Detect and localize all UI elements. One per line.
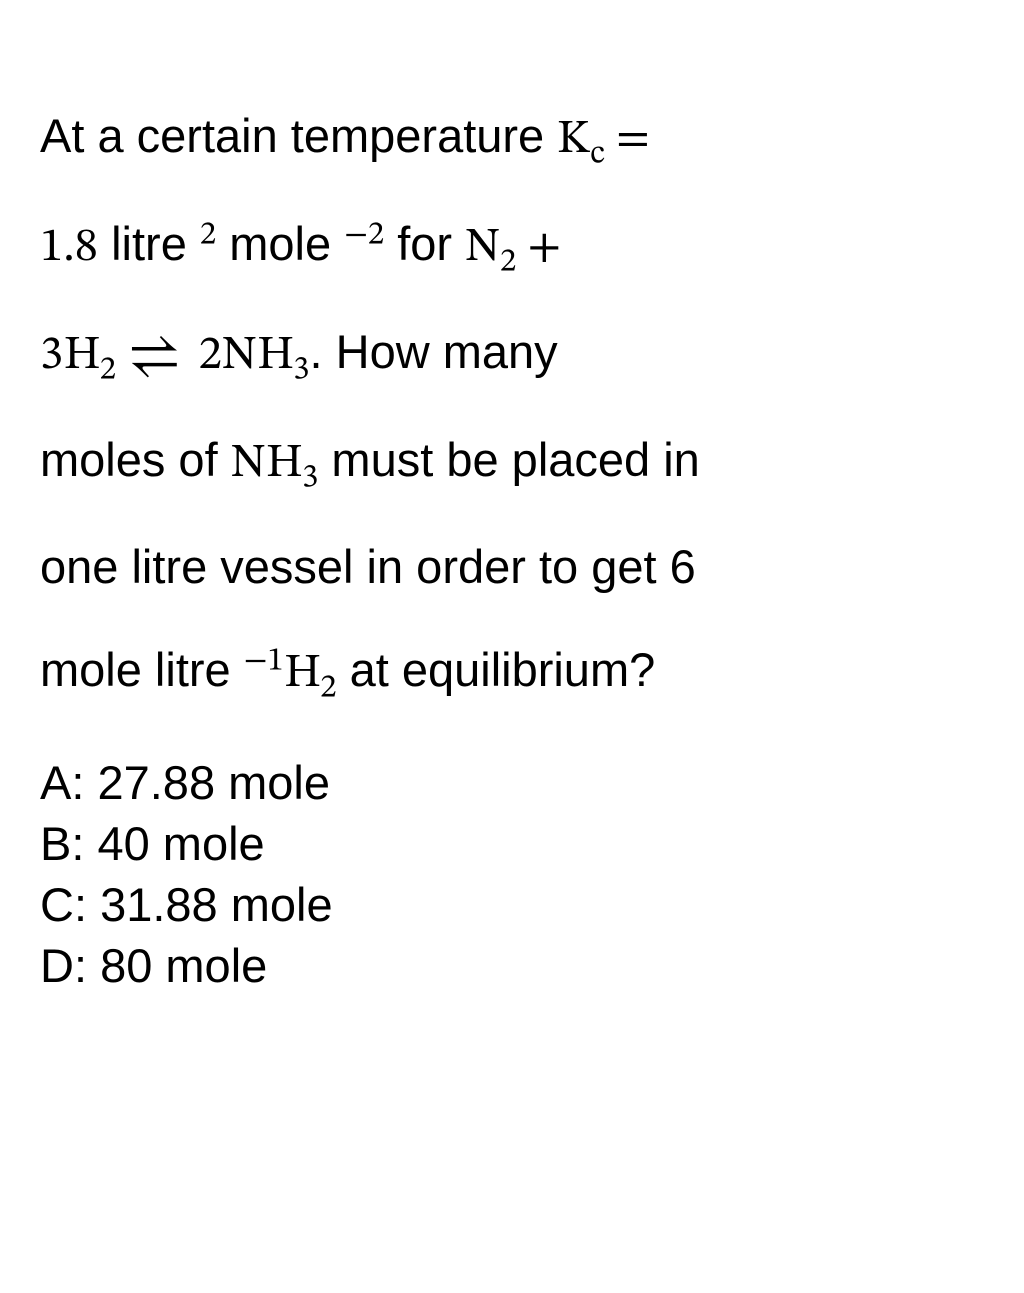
text-mole-litre: mole litre [40, 643, 244, 696]
text-moles-of: moles of [40, 433, 231, 486]
kc-value: 1.8 [40, 225, 98, 272]
text-howmany: . How many [310, 325, 558, 378]
text-prefix: At a certain temperature [40, 109, 557, 162]
option-text: 27.88 mole [97, 756, 330, 809]
plus-sign: + [516, 225, 561, 272]
coeff-3: 3 [40, 333, 63, 380]
litre-exp-neg1: −1 [244, 645, 284, 678]
question-line-2: 1.8 litre 2 mole −2 for N2 + [40, 208, 984, 286]
option-text: 80 mole [100, 939, 267, 992]
n2: N2 [465, 225, 516, 272]
option-label: A: [40, 756, 97, 809]
unit-litre: litre [98, 217, 200, 270]
h2-left: H2 [63, 333, 116, 380]
litre-exp: 2 [200, 218, 216, 251]
text-placed-in: must be placed in [318, 433, 699, 486]
text-for: for [384, 217, 465, 270]
text-equilibrium: at equilibrium? [337, 643, 656, 696]
h2-end: H2 [284, 651, 337, 698]
option-c[interactable]: C: 31.88 mole [40, 874, 984, 935]
option-label: C: [40, 878, 100, 931]
option-b[interactable]: B: 40 mole [40, 813, 984, 874]
option-label: B: [40, 817, 97, 870]
option-a[interactable]: A: 27.88 mole [40, 752, 984, 813]
text-vessel: one litre vessel in order to get 6 [40, 540, 696, 593]
question-line-3: 3H2 2NH3. How many [40, 316, 984, 394]
equals-sign: = [605, 117, 650, 164]
nh3-mid: NH3 [231, 441, 319, 488]
mole-exp: −2 [344, 218, 384, 251]
option-text: 40 mole [97, 817, 264, 870]
question-line-1: At a certain temperature Kc = [40, 100, 984, 178]
question-line-4: moles of NH3 must be placed in [40, 424, 984, 502]
option-label: D: [40, 939, 100, 992]
option-text: 31.88 mole [100, 878, 333, 931]
options-block: A: 27.88 mole B: 40 mole C: 31.88 mole D… [40, 752, 984, 996]
equilibrium-arrows-icon [129, 332, 185, 379]
question-line-5: one litre vessel in order to get 6 [40, 531, 984, 604]
nh3-right: NH3 [222, 333, 310, 380]
kc-symbol: Kc [557, 117, 605, 164]
coeff-2: 2 [199, 333, 222, 380]
unit-mole: mole [216, 217, 344, 270]
question-line-6: mole litre −1H2 at equilibrium? [40, 634, 984, 712]
option-d[interactable]: D: 80 mole [40, 935, 984, 996]
